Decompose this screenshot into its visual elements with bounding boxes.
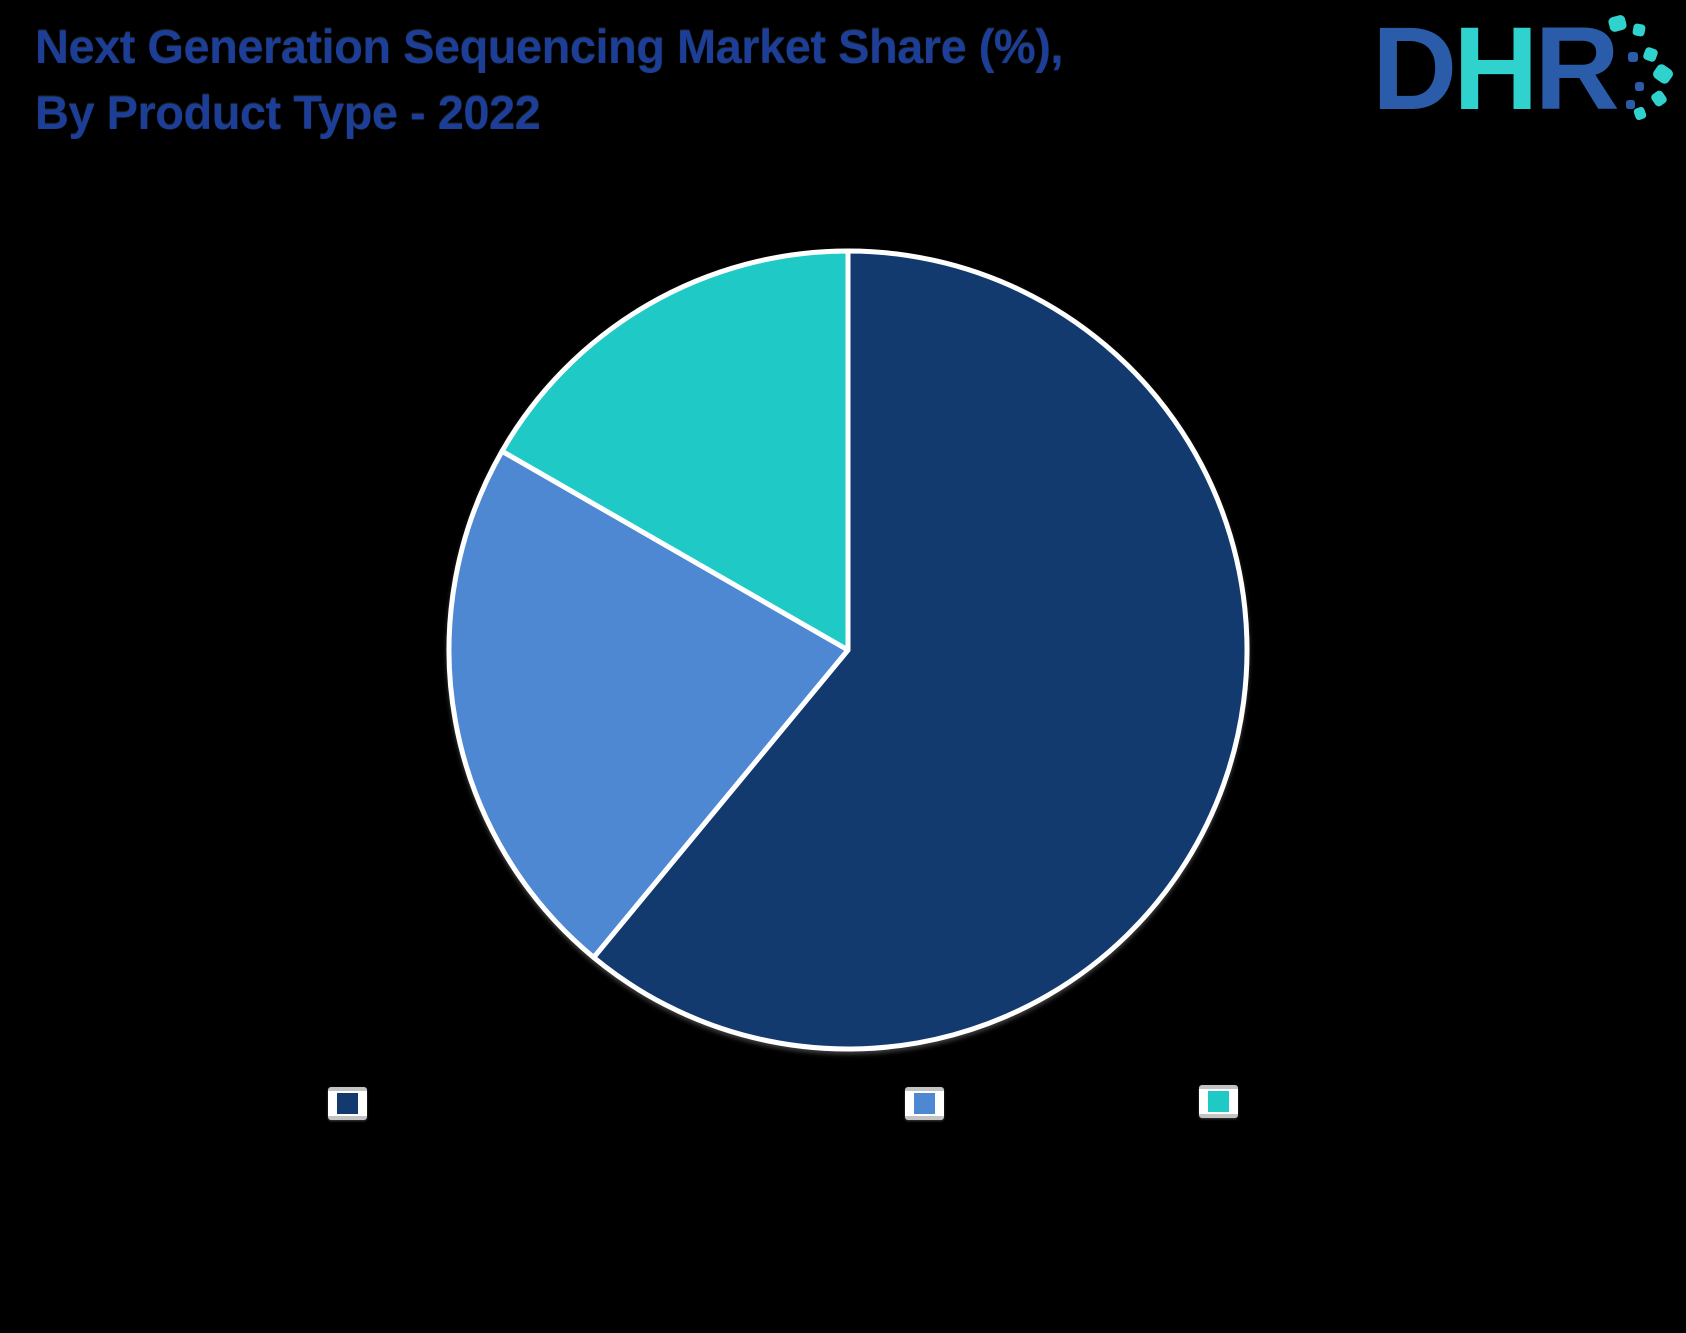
- legend-item-1[interactable]: [328, 1087, 367, 1120]
- logo-dots-arc: [1372, 10, 1682, 140]
- chart-header: Next Generation Sequencing Market Share …: [0, 0, 1686, 160]
- legend-swatch-navy: [337, 1093, 358, 1114]
- legend-swatch-teal: [1208, 1091, 1229, 1112]
- logo-dot-icon: [1593, 36, 1602, 45]
- logo-dot-icon: [1626, 100, 1635, 109]
- logo-letter-d: D: [1372, 3, 1457, 135]
- logo-dot-icon: [1635, 82, 1644, 91]
- logo-letter-h: H: [1453, 3, 1538, 135]
- chart-title-line2: By Product Type - 2022: [35, 86, 541, 139]
- legend-item-3[interactable]: [1199, 1085, 1238, 1118]
- chart-title-line1: Next Generation Sequencing Market Share …: [35, 20, 1063, 73]
- pie-slice-segment-1[interactable]: [591, 248, 1250, 1052]
- logo-letter-r: R: [1534, 3, 1619, 135]
- logo-dot-icon: [1628, 52, 1638, 62]
- dhr-logo: DHR: [1372, 10, 1682, 140]
- pie-slice-segment-2[interactable]: [446, 448, 851, 960]
- legend-swatch-blue: [914, 1093, 935, 1114]
- pie-slice-segment-3[interactable]: [499, 248, 851, 653]
- legend-item-2[interactable]: [905, 1087, 944, 1120]
- chart-title: Next Generation Sequencing Market Share …: [35, 14, 1063, 146]
